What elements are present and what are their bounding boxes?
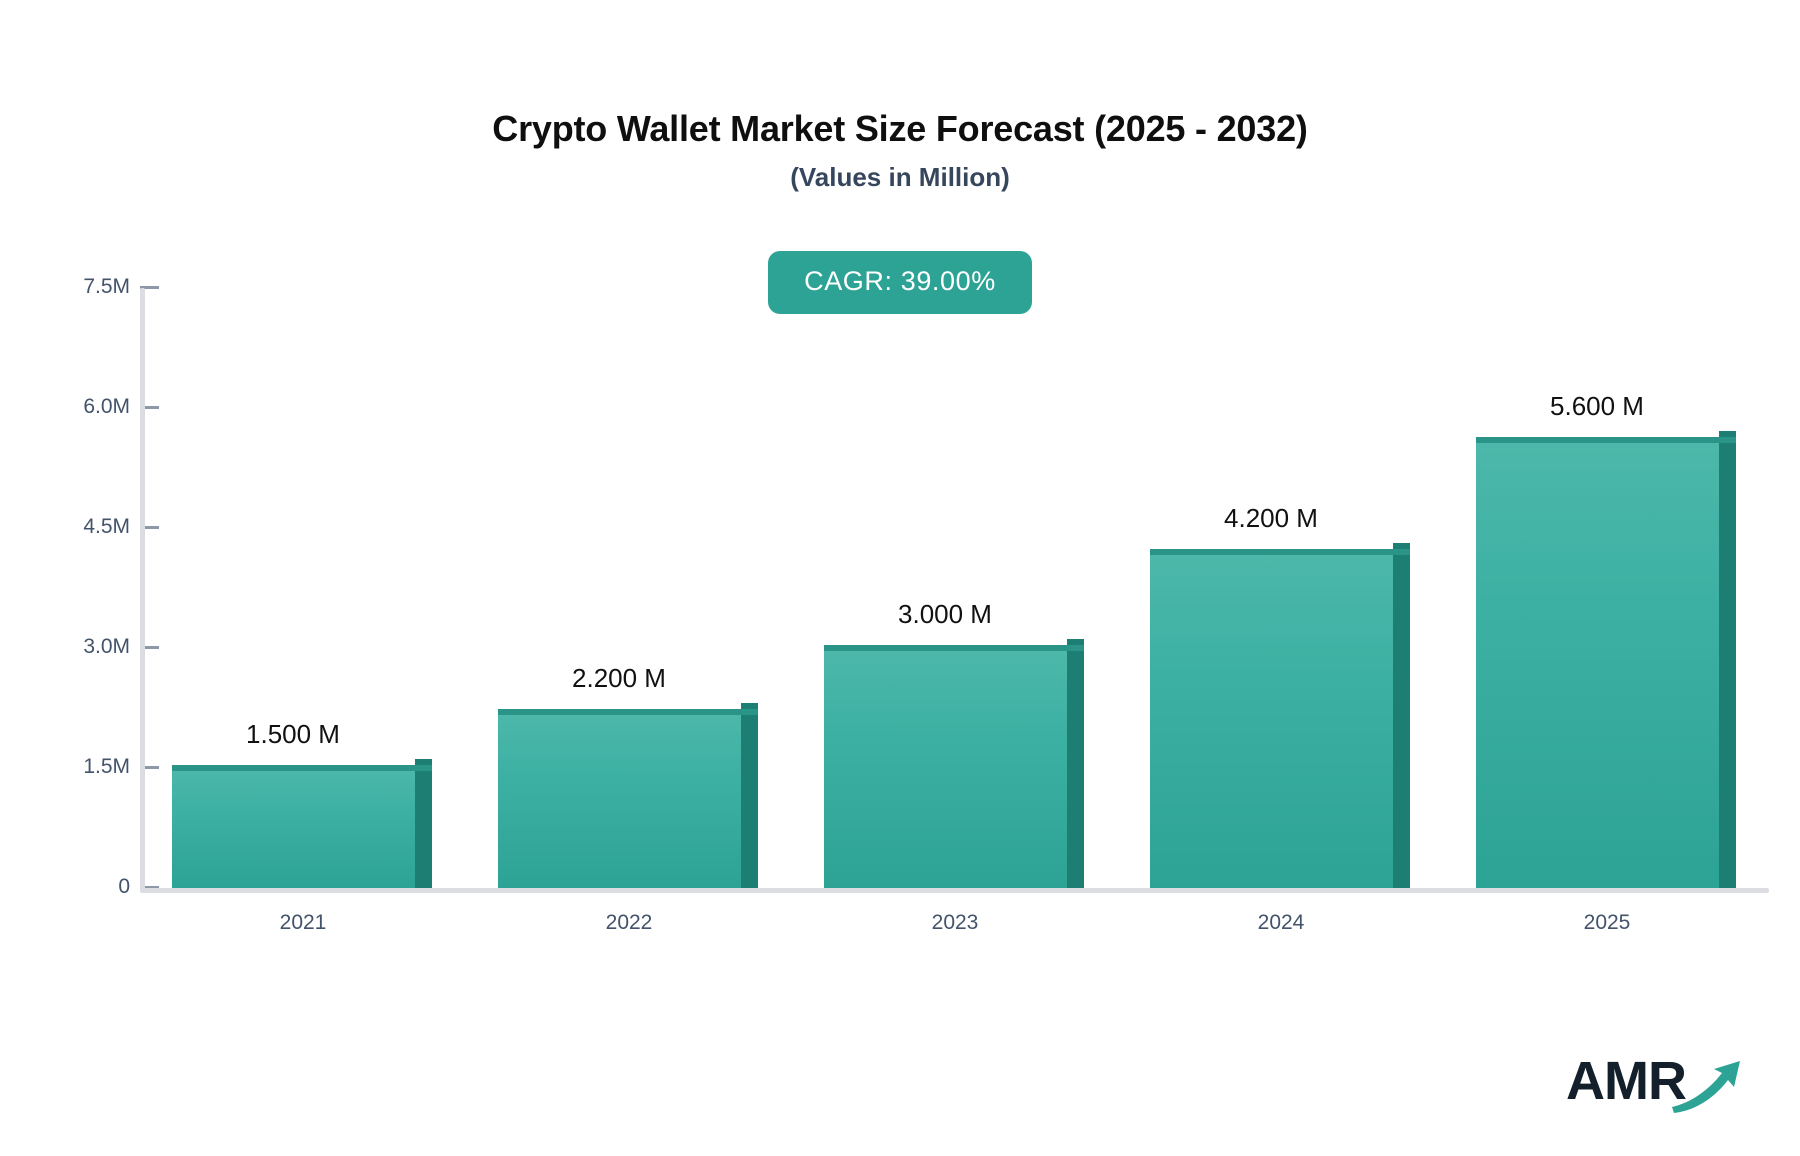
bar-front-face xyxy=(823,648,1067,888)
bar-side-face xyxy=(1718,431,1736,888)
bar-2023[interactable] xyxy=(823,639,1084,888)
bar-value-label: 4.200 M xyxy=(1224,503,1318,533)
y-axis-tick-mark xyxy=(140,286,159,289)
bar-2024[interactable] xyxy=(1149,543,1410,888)
bar-value-label: 1.500 M xyxy=(246,719,340,749)
chart-subtitle: (Values in Million) xyxy=(790,162,1010,193)
y-axis-tick-label: 0 xyxy=(0,875,159,899)
y-axis-tick-mark xyxy=(140,646,159,649)
bar-value-label: 5.600 M xyxy=(1550,391,1644,421)
y-axis-tick-label: 1.5M xyxy=(0,755,159,779)
x-axis-tick-label: 2024 xyxy=(1257,911,1305,934)
y-axis-tick-label: 7.5M xyxy=(0,275,159,299)
bar-side-face xyxy=(1392,543,1410,888)
bar-side-face xyxy=(1066,639,1084,888)
growth-arrow-icon xyxy=(1670,1057,1744,1118)
y-axis-tick-mark xyxy=(140,406,159,409)
title-block: Crypto Wallet Market Size Forecast (2025… xyxy=(0,108,1800,193)
y-axis-tick-mark xyxy=(140,526,159,529)
amr-logo: AMR xyxy=(1566,1048,1744,1114)
status-badge-cagr: CAGR: 39.00% xyxy=(768,251,1032,314)
bar-side-face xyxy=(414,759,432,888)
bar-front-face xyxy=(1149,552,1393,888)
bar-2021[interactable] xyxy=(171,759,432,888)
bar-side-face xyxy=(740,703,758,888)
x-axis-tick-label: 2021 xyxy=(279,911,327,934)
bar-value-label: 3.000 M xyxy=(898,599,992,629)
x-axis-line xyxy=(140,888,1769,893)
y-axis-tick-label: 3.0M xyxy=(0,635,159,659)
logo-wordmark: AMR xyxy=(1566,1051,1687,1111)
x-axis-tick-label: 2023 xyxy=(931,911,979,934)
y-axis-line xyxy=(140,288,145,890)
bar-top-face xyxy=(171,765,432,771)
bar-top-face xyxy=(497,709,758,715)
bar-2025[interactable] xyxy=(1475,431,1736,888)
page-title: Crypto Wallet Market Size Forecast (2025… xyxy=(492,108,1308,149)
cagr-badge-wrapper: CAGR: 39.00% xyxy=(0,251,1800,314)
bar-value-label: 2.200 M xyxy=(572,663,666,693)
bar-top-face xyxy=(1475,437,1736,443)
bar-2022[interactable] xyxy=(497,703,758,888)
y-axis-tick-mark xyxy=(140,766,159,769)
bar-front-face xyxy=(1475,440,1719,888)
plot-area xyxy=(140,288,1770,893)
y-axis-tick-label: 6.0M xyxy=(0,395,159,419)
bar-top-face xyxy=(823,645,1084,651)
y-axis-tick-label: 4.5M xyxy=(0,515,159,539)
x-axis-tick-label: 2025 xyxy=(1583,911,1631,934)
bar-front-face xyxy=(171,768,415,888)
y-axis-tick-mark xyxy=(140,886,159,889)
bar-front-face xyxy=(497,712,741,888)
x-axis-tick-label: 2022 xyxy=(605,911,653,934)
bar-top-face xyxy=(1149,549,1410,555)
